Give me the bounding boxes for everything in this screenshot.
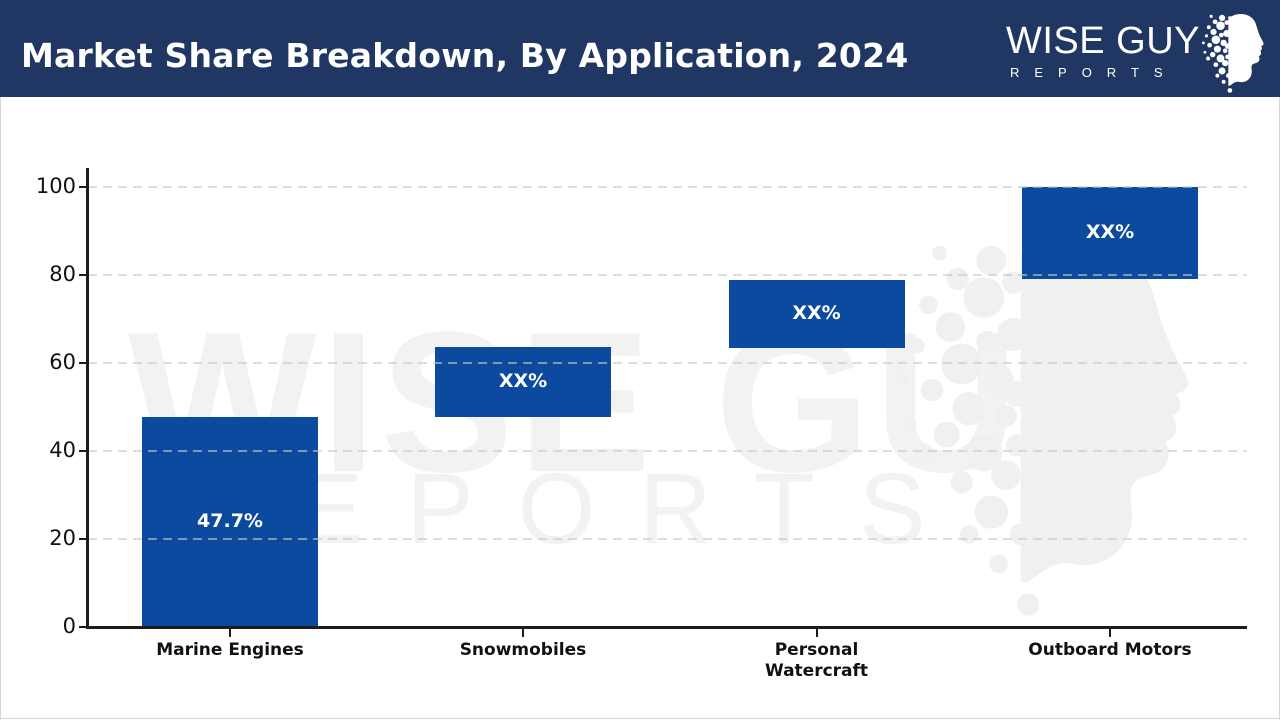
bar-value-label: XX% <box>1085 220 1135 243</box>
y-tick-mark-0 <box>79 626 88 628</box>
bar-marine-engines: 47.7% <box>142 417 318 627</box>
y-tick-mark-100 <box>79 186 88 188</box>
bar-personal-watercraft: XX% <box>728 279 905 349</box>
gridline-80 <box>88 274 1247 276</box>
x-tick-label-3: Outboard Motors <box>1028 640 1192 660</box>
brand-text: WISE GUY REPORTS <box>1006 22 1200 80</box>
x-tick-label-2: Personal Watercraft <box>764 640 869 682</box>
x-tick-mark-0 <box>229 629 231 637</box>
bar-snowmobiles: XX% <box>435 347 611 418</box>
brand-name: WISE GUY <box>1005 20 1200 62</box>
y-axis-line <box>86 168 89 629</box>
header: Market Share Breakdown, By Application, … <box>0 0 1280 97</box>
x-tick-label-1: Snowmobiles <box>459 640 587 660</box>
y-tick-label-100: 100 <box>35 174 76 198</box>
bar-value-label: XX% <box>792 302 841 325</box>
x-tick-mark-2 <box>815 629 818 637</box>
bar-outboard-motors: XX% <box>1022 187 1198 279</box>
watermark-head-icon <box>895 242 1188 616</box>
brand-subtitle: REPORTS <box>1009 65 1178 80</box>
y-tick-label-20: 20 <box>49 526 76 550</box>
y-tick-label-60: 60 <box>49 350 76 374</box>
y-tick-label-40: 40 <box>49 438 76 462</box>
bar-value-label: 47.7% <box>197 510 263 533</box>
y-tick-label-80: 80 <box>49 262 76 286</box>
bar-value-label: XX% <box>498 370 548 393</box>
y-tick-mark-80 <box>79 274 88 276</box>
gridline-40 <box>88 450 1247 452</box>
x-axis-line <box>86 626 1247 629</box>
y-tick-mark-60 <box>79 362 88 364</box>
gridline-20 <box>88 538 1247 540</box>
x-tick-label-0: Marine Engines <box>156 640 304 660</box>
y-tick-mark-40 <box>79 450 88 452</box>
y-tick-mark-20 <box>79 538 88 540</box>
page-title: Market Share Breakdown, By Application, … <box>21 36 909 75</box>
gridline-60 <box>88 362 1247 364</box>
x-tick-mark-1 <box>522 629 524 637</box>
page-border-left <box>0 97 1 720</box>
page-border-bottom <box>0 718 1280 719</box>
brand-head-icon <box>1201 14 1264 93</box>
y-tick-label-0: 0 <box>62 614 76 638</box>
gridline-100 <box>88 186 1247 188</box>
x-tick-mark-3 <box>1109 629 1111 637</box>
brand-logo: WISE GUY REPORTS <box>1006 6 1272 93</box>
